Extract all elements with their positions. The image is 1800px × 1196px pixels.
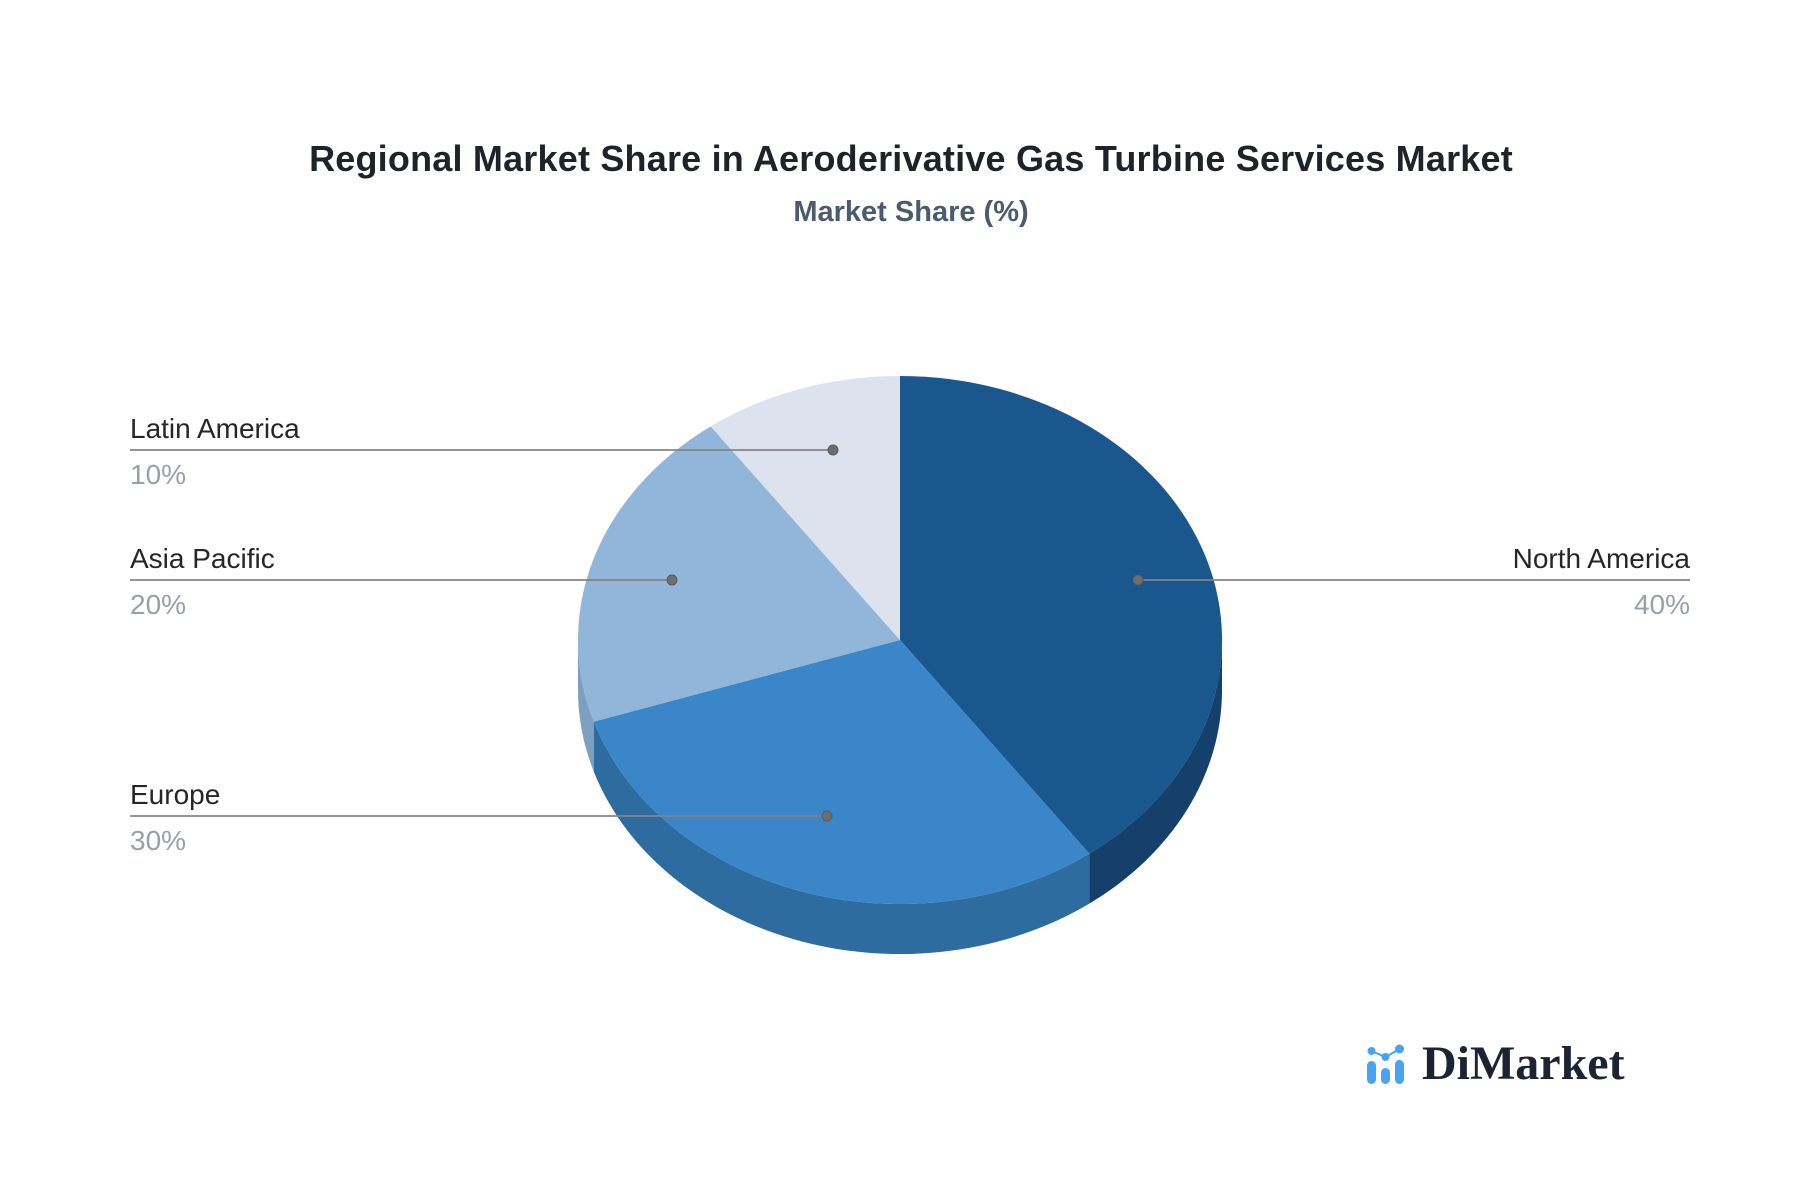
label-latin-america: Latin America — [130, 413, 300, 444]
leader-dot-north-america — [1132, 574, 1144, 586]
value-asia-pacific: 20% — [130, 589, 187, 620]
leader-dot-latin-america — [827, 444, 839, 456]
label-north-america: North America — [1512, 543, 1690, 574]
value-latin-america: 10% — [130, 459, 187, 490]
value-north-america: 40% — [1633, 589, 1690, 620]
leader-dot-asia-pacific — [666, 574, 678, 586]
chart-title: Regional Market Share in Aeroderivative … — [309, 138, 1513, 179]
brand-logo: DiMarket — [1365, 1040, 1625, 1088]
value-europe: 30% — [130, 825, 187, 856]
label-europe: Europe — [130, 779, 221, 810]
pie-side-europe — [593, 721, 1090, 955]
brand-logo-text: DiMarket — [1422, 1037, 1625, 1090]
pie-slice-asia-pacific[interactable] — [578, 426, 900, 722]
pie-side-north-america — [1089, 640, 1222, 904]
pie-slice-europe[interactable] — [593, 640, 1090, 905]
leader-dot-europe — [821, 810, 833, 822]
pie-slice-latin-america[interactable] — [710, 376, 900, 640]
pie-slice-north-america[interactable] — [900, 376, 1223, 854]
chart-subtitle: Market Share (%) — [793, 196, 1029, 228]
label-asia-pacific: Asia Pacific — [130, 543, 275, 574]
pie-side-asia-pacific — [578, 640, 594, 772]
bar-line-chart-icon — [1367, 1044, 1404, 1084]
